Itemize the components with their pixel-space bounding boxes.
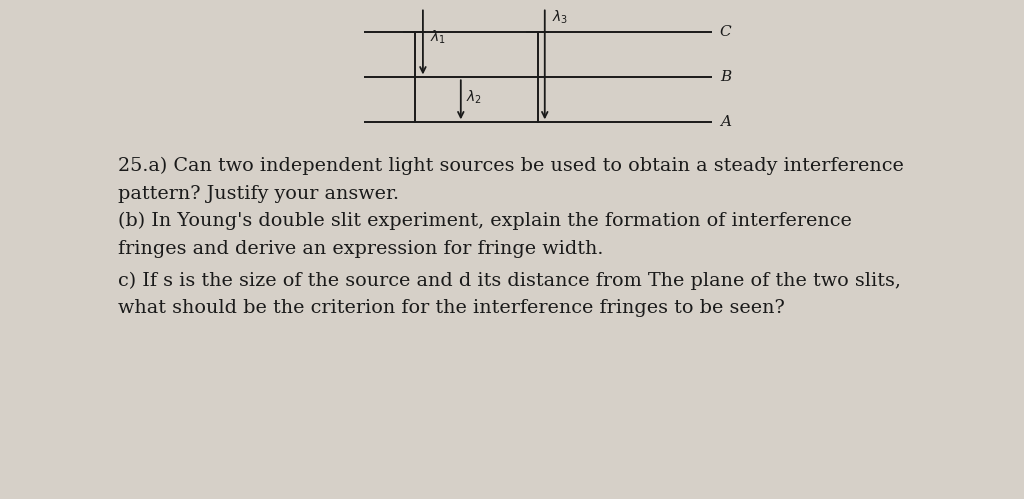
Text: B: B: [720, 70, 731, 84]
Text: C: C: [720, 25, 731, 39]
Text: c) If s is the size of the source and d its distance from The plane of the two s: c) If s is the size of the source and d …: [118, 272, 901, 290]
Text: $\lambda_1$: $\lambda_1$: [430, 29, 446, 46]
Text: fringes and derive an expression for fringe width.: fringes and derive an expression for fri…: [118, 240, 603, 257]
Text: A: A: [720, 115, 731, 129]
Text: $\lambda_3$: $\lambda_3$: [552, 9, 568, 26]
Text: 25.a) Can two independent light sources be used to obtain a steady interference: 25.a) Can two independent light sources …: [118, 157, 903, 176]
Text: what should be the criterion for the interference fringes to be seen?: what should be the criterion for the int…: [118, 299, 784, 317]
Text: $\lambda_2$: $\lambda_2$: [466, 89, 482, 106]
Text: (b) In Young's double slit experiment, explain the formation of interference: (b) In Young's double slit experiment, e…: [118, 212, 852, 231]
Text: pattern? Justify your answer.: pattern? Justify your answer.: [118, 185, 398, 203]
